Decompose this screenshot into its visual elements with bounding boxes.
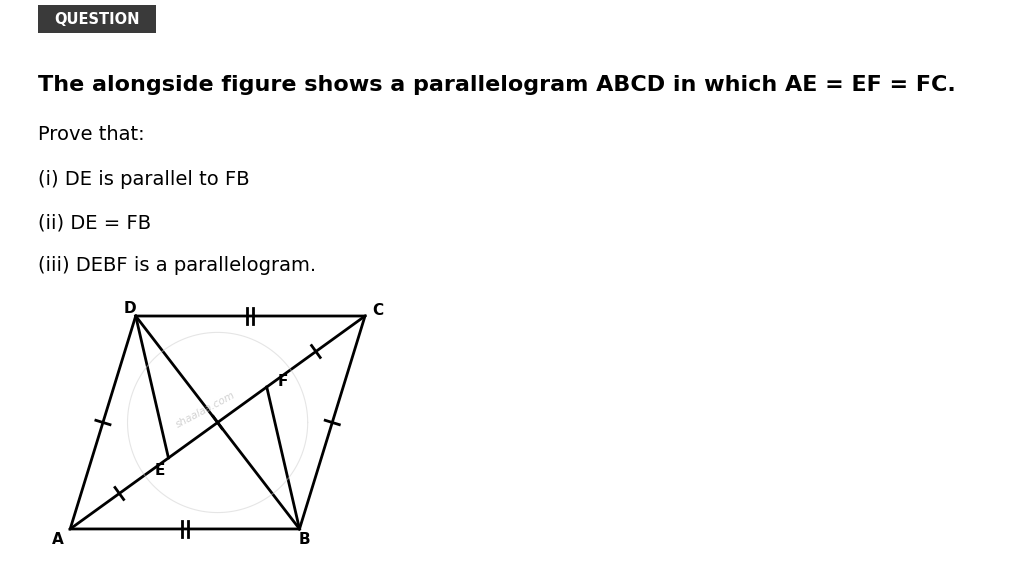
Text: D: D <box>124 301 136 316</box>
Text: E: E <box>155 463 165 479</box>
Text: (ii) DE = FB: (ii) DE = FB <box>38 213 152 232</box>
Text: A: A <box>51 532 63 547</box>
Text: C: C <box>373 303 383 318</box>
Text: The alongside figure shows a parallelogram ABCD in which AE = EF = FC.: The alongside figure shows a parallelogr… <box>38 75 955 95</box>
Text: Prove that:: Prove that: <box>38 125 144 144</box>
Text: (i) DE is parallel to FB: (i) DE is parallel to FB <box>38 170 250 189</box>
Text: QUESTION: QUESTION <box>54 11 139 27</box>
Text: (iii) DEBF is a parallelogram.: (iii) DEBF is a parallelogram. <box>38 256 316 275</box>
FancyBboxPatch shape <box>38 5 156 33</box>
Text: F: F <box>278 374 288 389</box>
Text: B: B <box>299 532 310 547</box>
Text: shaalaa.com: shaalaa.com <box>174 390 237 430</box>
